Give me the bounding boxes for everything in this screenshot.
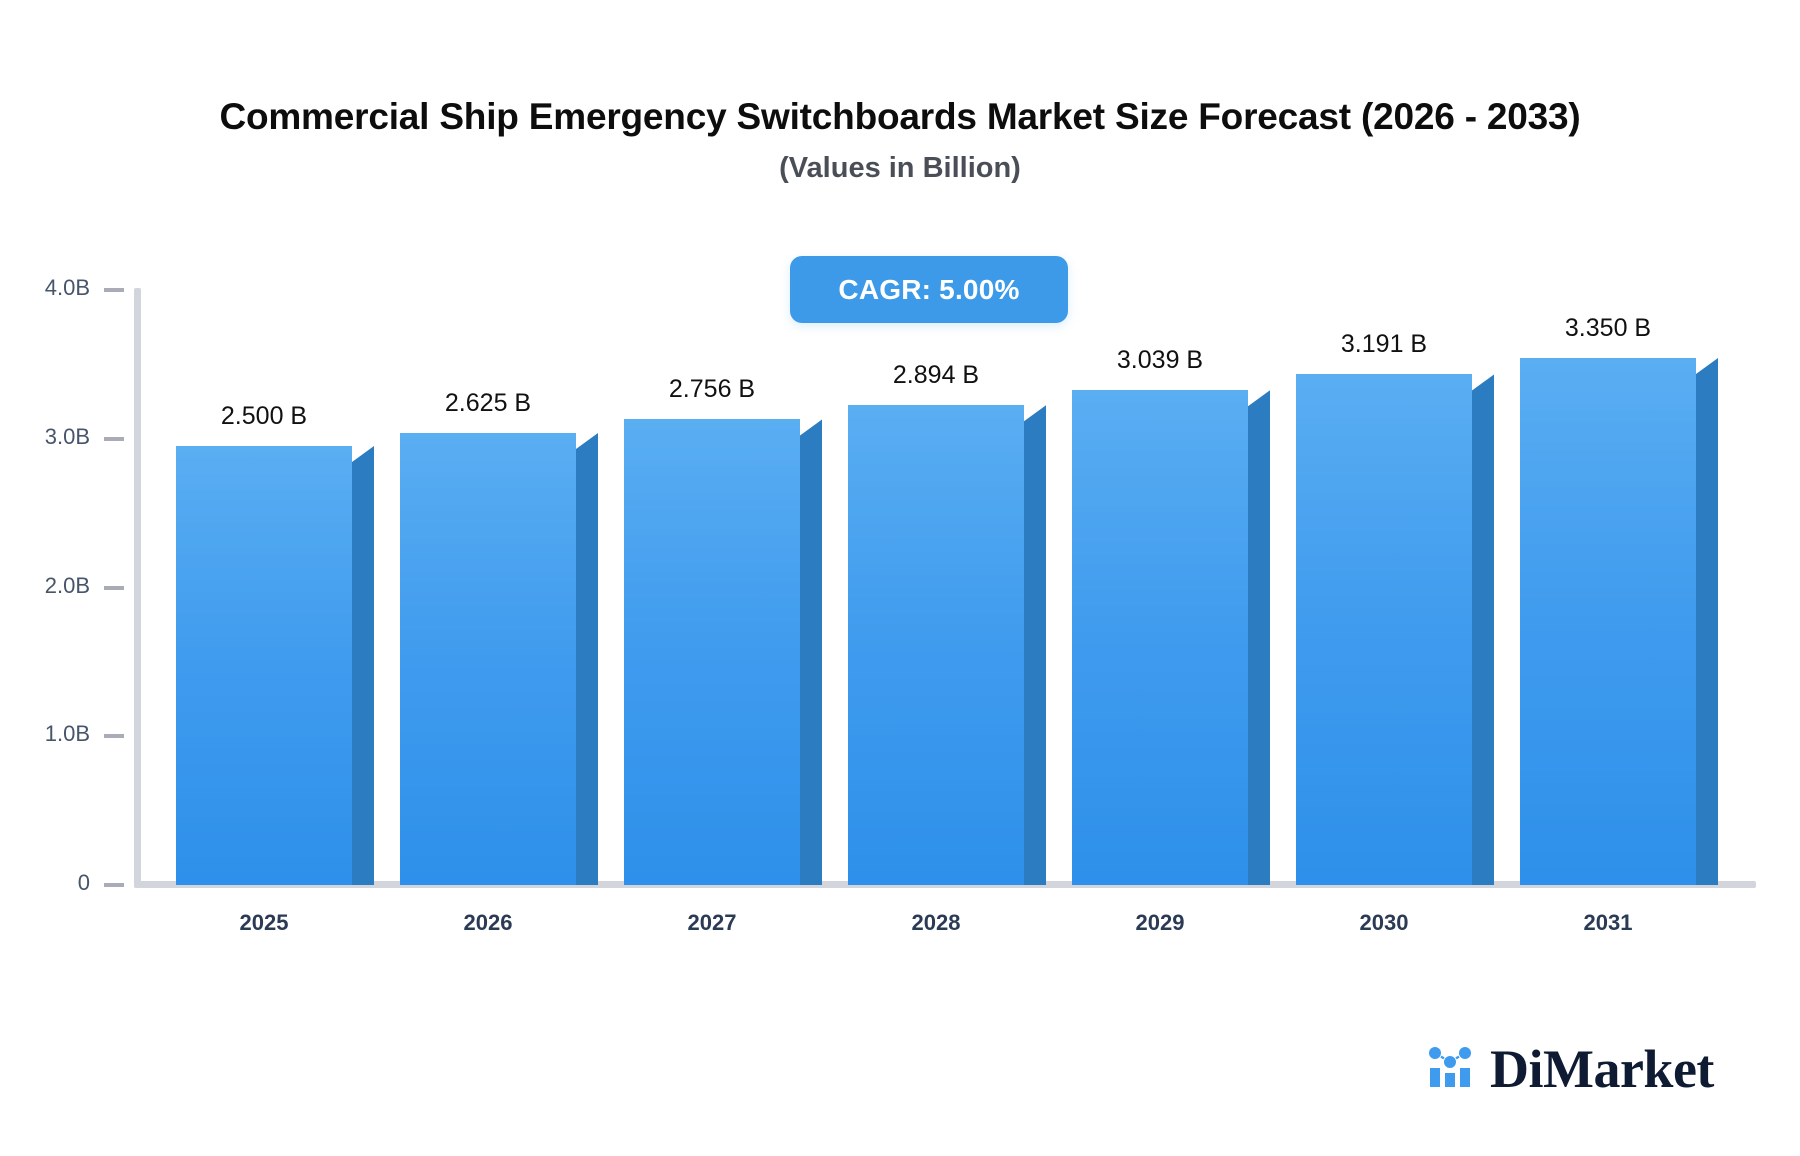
cagr-badge-label: CAGR: 5.00%	[838, 273, 1020, 305]
y-tick-label: 0	[77, 870, 90, 895]
y-tick-label: 3.0B	[44, 423, 90, 449]
bar-side-face	[800, 419, 822, 885]
bar-value-label: 3.039 B	[1116, 346, 1204, 375]
y-tick-mark	[104, 585, 124, 590]
bar-front-face	[624, 419, 800, 885]
logo-wordmark: DiMarket	[1490, 1038, 1714, 1099]
bar-value-label: 3.350 B	[1564, 314, 1652, 342]
bar[interactable]	[1520, 358, 1718, 885]
page-title: Commercial Ship Emergency Switchboards M…	[219, 96, 1581, 137]
bar-value-label: 2.500 B	[220, 402, 308, 430]
bar[interactable]	[624, 419, 822, 885]
x-tick-label: 2025	[239, 910, 289, 935]
bar[interactable]	[176, 446, 374, 885]
x-tick-label: 2031	[1583, 910, 1633, 935]
y-tick-mark	[104, 883, 124, 887]
bar-side-face	[1472, 374, 1494, 885]
bar-side-face	[1248, 390, 1270, 885]
y-tick-mark	[104, 734, 124, 739]
bar-chart-icon	[1424, 1040, 1476, 1097]
bar-side-face	[1696, 358, 1718, 885]
y-axis-line	[134, 288, 141, 888]
bar-front-face	[1520, 358, 1696, 885]
x-tick-label: 2029	[1135, 910, 1185, 935]
bar-front-face	[176, 446, 352, 885]
bar-value-label: 2.625 B	[444, 389, 532, 418]
bar-front-face	[1296, 374, 1472, 885]
x-tick-label: 2028	[911, 910, 961, 935]
y-tick-mark	[104, 288, 124, 292]
bar-front-face	[848, 405, 1024, 885]
y-tick-mark	[104, 436, 124, 441]
bar-side-face	[352, 446, 374, 885]
bar-side-face	[576, 433, 598, 885]
y-tick-label: 4.0B	[44, 275, 90, 300]
bar-side-face	[1024, 405, 1046, 885]
bar-front-face	[400, 433, 576, 885]
x-tick-label: 2030	[1359, 910, 1409, 935]
bar-value-label: 2.894 B	[892, 361, 980, 390]
bar-front-face	[1072, 390, 1248, 885]
bar[interactable]	[1296, 374, 1494, 885]
x-tick-label: 2026	[463, 910, 513, 935]
bar-value-label: 2.756 B	[668, 375, 756, 404]
x-tick-label: 2027	[687, 910, 737, 935]
y-tick-label: 2.0B	[44, 572, 90, 598]
bar[interactable]	[848, 405, 1046, 885]
dimarket-logo: DiMarket	[1424, 1040, 1714, 1097]
cagr-badge: CAGR: 5.00%	[790, 256, 1068, 323]
y-tick-label: 1.0B	[44, 721, 90, 747]
chart-subtitle: (Values in Billion)	[779, 152, 1021, 184]
bar-value-label: 3.191 B	[1340, 330, 1428, 359]
bar[interactable]	[1072, 390, 1270, 885]
bar[interactable]	[400, 433, 598, 885]
